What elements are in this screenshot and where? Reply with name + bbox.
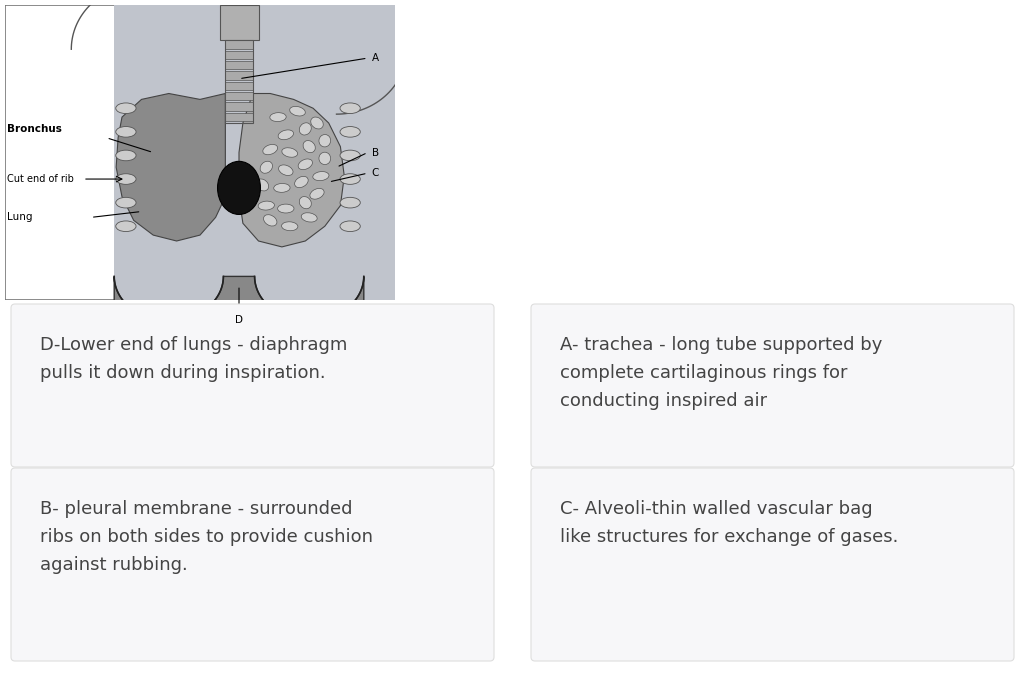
Ellipse shape (340, 174, 360, 185)
Ellipse shape (312, 172, 329, 180)
Text: B- pleural membrane - surrounded
ribs on both sides to provide cushion
against r: B- pleural membrane - surrounded ribs on… (40, 500, 373, 574)
FancyBboxPatch shape (5, 5, 395, 300)
FancyBboxPatch shape (225, 41, 253, 49)
Ellipse shape (116, 221, 136, 232)
Text: C: C (372, 168, 379, 178)
FancyBboxPatch shape (11, 468, 494, 661)
Polygon shape (116, 93, 225, 241)
Ellipse shape (340, 103, 360, 114)
FancyBboxPatch shape (225, 51, 253, 59)
Ellipse shape (318, 152, 331, 164)
Ellipse shape (299, 123, 311, 135)
FancyBboxPatch shape (115, 5, 395, 300)
Polygon shape (239, 93, 344, 247)
Text: Bronchus: Bronchus (7, 124, 61, 134)
Ellipse shape (303, 141, 315, 153)
Text: C- Alveoli-thin walled vascular bag
like structures for exchange of gases.: C- Alveoli-thin walled vascular bag like… (560, 500, 898, 546)
Ellipse shape (282, 222, 298, 231)
Text: A- trachea - long tube supported by
complete cartilaginous rings for
conducting : A- trachea - long tube supported by comp… (560, 336, 883, 410)
FancyBboxPatch shape (225, 61, 253, 70)
Ellipse shape (116, 126, 136, 137)
Text: B: B (372, 147, 379, 158)
Text: Lung: Lung (7, 212, 33, 222)
FancyBboxPatch shape (531, 304, 1014, 467)
Ellipse shape (290, 106, 305, 116)
FancyBboxPatch shape (225, 82, 253, 90)
Polygon shape (115, 276, 364, 320)
FancyBboxPatch shape (219, 5, 258, 41)
Ellipse shape (258, 201, 274, 210)
Ellipse shape (279, 165, 293, 176)
Ellipse shape (310, 117, 324, 129)
Ellipse shape (217, 162, 260, 214)
FancyBboxPatch shape (225, 102, 253, 111)
Ellipse shape (270, 113, 286, 122)
Ellipse shape (116, 103, 136, 114)
Ellipse shape (263, 145, 278, 155)
Ellipse shape (295, 176, 308, 188)
Text: D-Lower end of lungs - diaphragm
pulls it down during inspiration.: D-Lower end of lungs - diaphragm pulls i… (40, 336, 347, 382)
Ellipse shape (256, 179, 268, 191)
Ellipse shape (340, 197, 360, 208)
Ellipse shape (340, 126, 360, 137)
Ellipse shape (116, 174, 136, 185)
Ellipse shape (279, 130, 294, 140)
FancyBboxPatch shape (225, 92, 253, 100)
Ellipse shape (310, 189, 325, 199)
Ellipse shape (301, 213, 317, 222)
Ellipse shape (116, 197, 136, 208)
Text: A: A (372, 53, 379, 63)
FancyBboxPatch shape (11, 304, 494, 467)
Ellipse shape (318, 135, 331, 147)
Ellipse shape (263, 215, 276, 226)
Ellipse shape (116, 150, 136, 161)
FancyBboxPatch shape (531, 468, 1014, 661)
Text: Cut end of rib: Cut end of rib (7, 174, 74, 184)
Ellipse shape (282, 148, 298, 158)
FancyBboxPatch shape (225, 72, 253, 80)
Ellipse shape (278, 204, 294, 213)
Ellipse shape (298, 159, 312, 170)
Ellipse shape (273, 183, 290, 193)
Ellipse shape (340, 221, 360, 232)
Ellipse shape (299, 197, 311, 209)
Text: D: D (234, 315, 243, 324)
Ellipse shape (260, 162, 272, 173)
Ellipse shape (340, 150, 360, 161)
FancyBboxPatch shape (225, 113, 253, 121)
